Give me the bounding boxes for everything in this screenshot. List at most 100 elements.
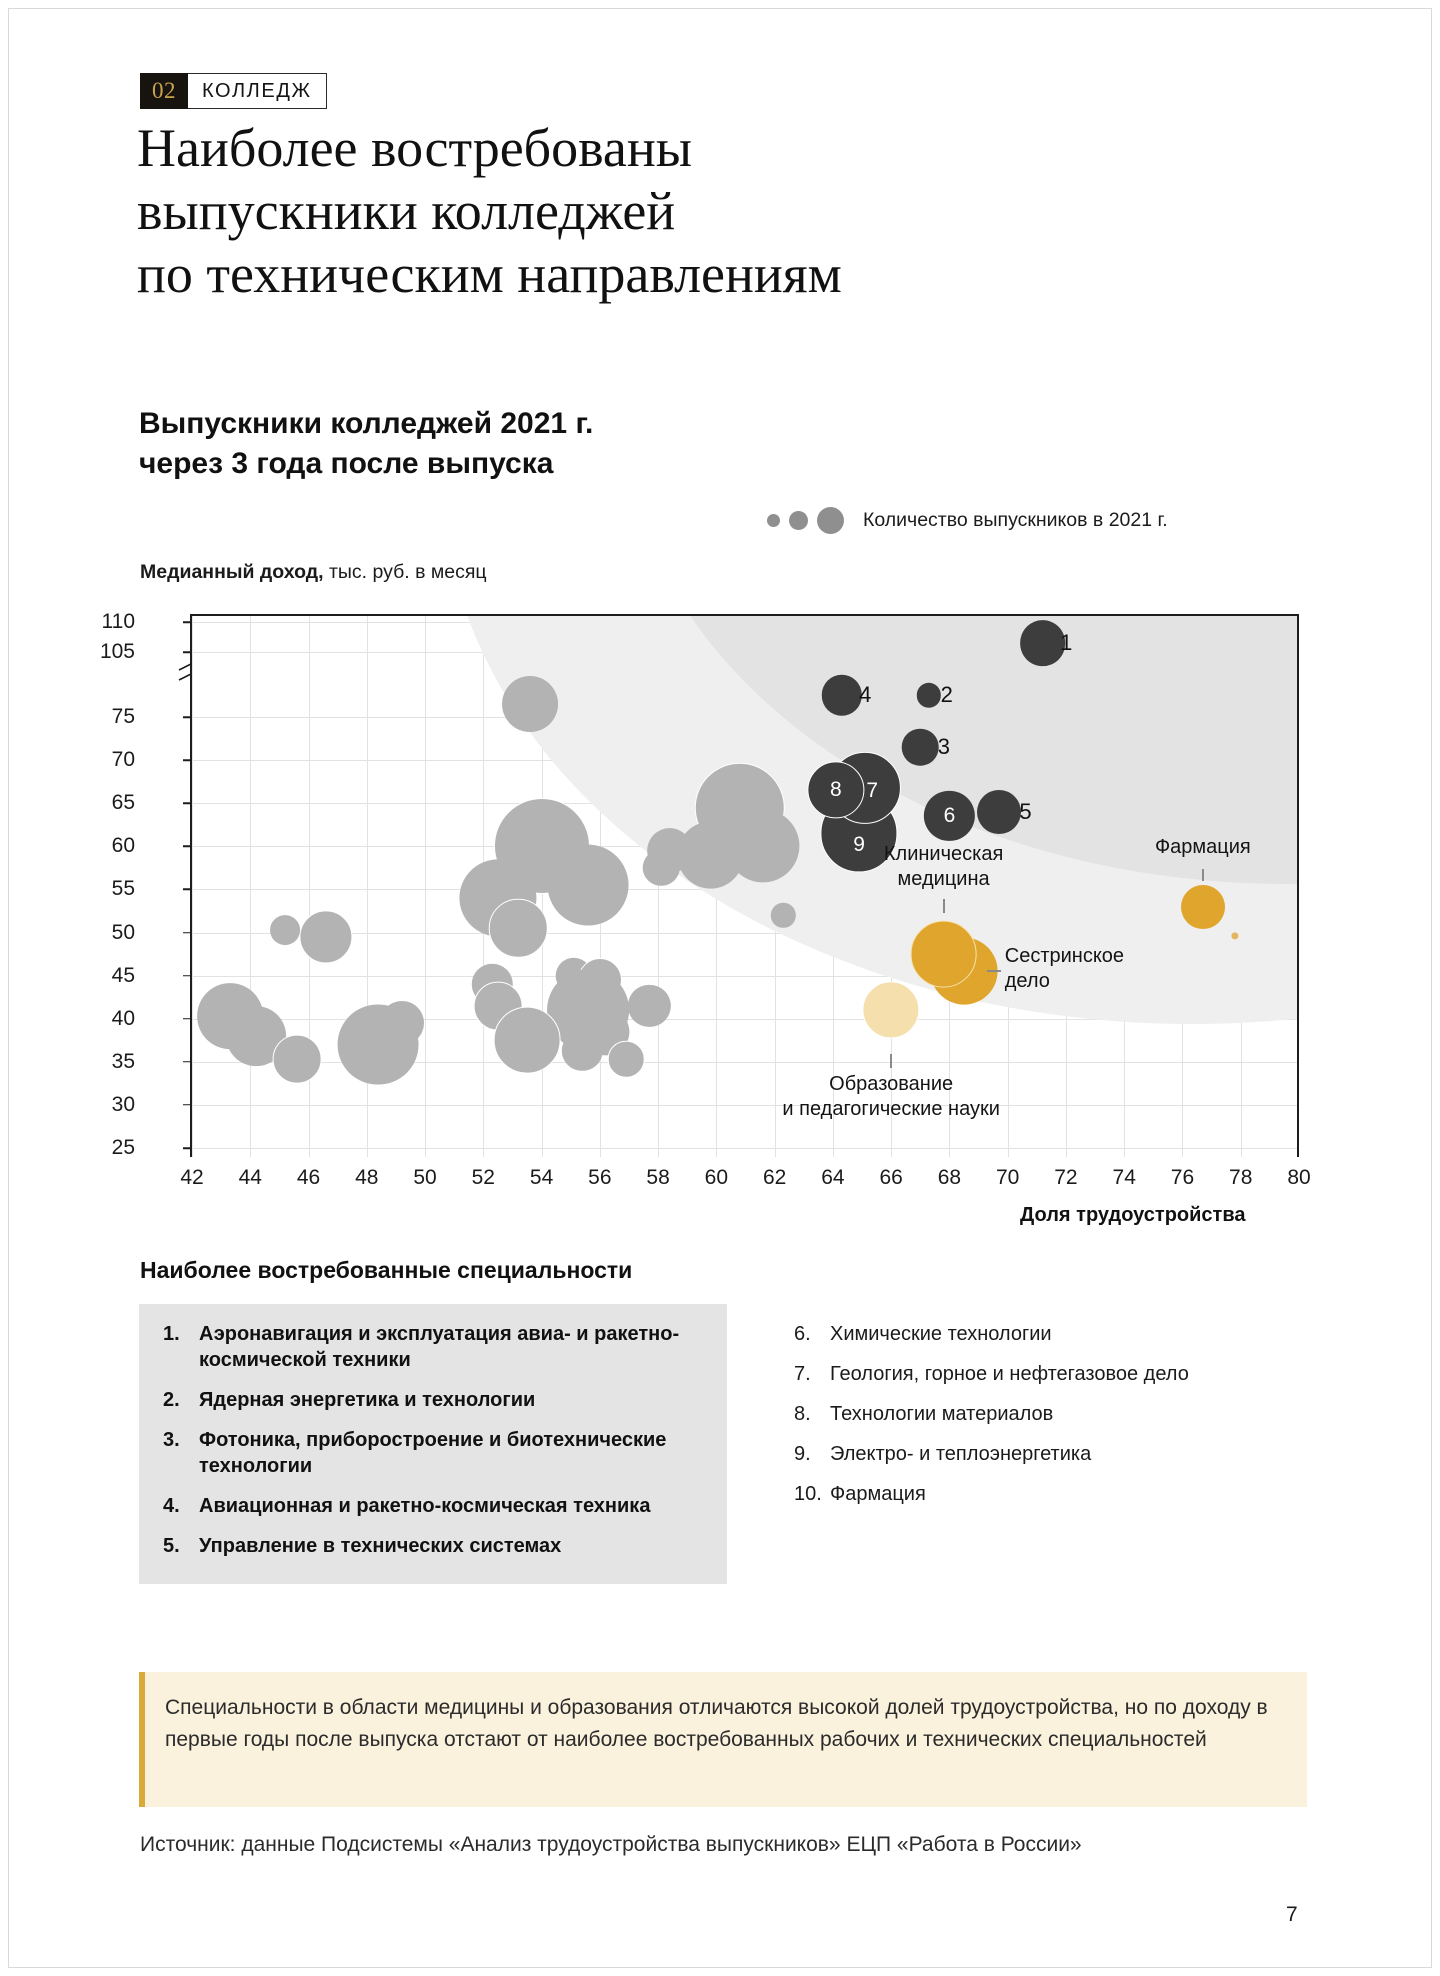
page-title-line-2: выпускники колледжей xyxy=(137,181,676,242)
callout-box xyxy=(139,1672,1307,1807)
y-tick-label: 25 xyxy=(111,1136,135,1159)
specialty-right-item: 10. Фармация xyxy=(794,1481,1354,1507)
specialty-right-item-label: Технологии материалов xyxy=(830,1403,1054,1425)
y-tick-mark xyxy=(183,1017,191,1020)
y-tick-label: 40 xyxy=(111,1006,135,1030)
y-tick-mark xyxy=(183,888,191,891)
y-tick-mark xyxy=(183,845,191,848)
y-tick-mark xyxy=(183,974,191,977)
specialty-left-item: 3. Фотоника, приборостроение и биотехниче… xyxy=(163,1427,703,1479)
bubble-number-1: 1 xyxy=(1060,630,1073,655)
gridline-horizontal xyxy=(192,1104,1299,1106)
page-title-line-3: по техническим направлениям xyxy=(137,244,842,305)
legend-label: Количество выпускников в 2021 г. xyxy=(863,509,1168,531)
y-axis-title-bold: Медианный доход, xyxy=(140,561,324,583)
label-nursing-line-1: Сестринское xyxy=(1004,945,1125,968)
leader-education xyxy=(890,1054,893,1069)
bubble-number-5: 5 xyxy=(1019,798,1032,824)
specialty-left-item-label: Авиационная и ракетно-космическая техник… xyxy=(199,1495,651,1517)
x-tick-label: 46 xyxy=(296,1166,321,1189)
y-tick-mark xyxy=(183,1147,191,1149)
bubble-other xyxy=(771,903,796,928)
bubble-other xyxy=(493,1006,561,1074)
leader-nursing xyxy=(987,970,1002,973)
page-title-line-1: Наиболее востребованы xyxy=(137,118,693,178)
callout-text: Специальности в области медицины и образ… xyxy=(165,1696,1268,1751)
y-tick-label: 60 xyxy=(111,834,135,858)
x-tick-label: 48 xyxy=(355,1166,379,1189)
gridline-vertical xyxy=(308,614,310,1157)
plot-top-border xyxy=(192,614,1299,616)
y-axis-title: Медианный доход, тыс. руб. в месяц xyxy=(140,561,487,584)
y-tick-mark xyxy=(183,621,191,623)
y-tick-mark xyxy=(183,931,191,934)
bubble-specialty-8 xyxy=(807,761,865,819)
chart-heading: Выпускники колледжей 2021 г. через 3 год… xyxy=(139,404,839,483)
bubble-other xyxy=(562,1030,603,1071)
x-tick-label: 68 xyxy=(937,1166,962,1189)
specialty-right-item: 9. Электро- и теплоэнергетика xyxy=(794,1441,1354,1467)
bubble-specialty-3 xyxy=(901,728,939,766)
x-tick-label: 70 xyxy=(995,1166,1020,1189)
bubble-other xyxy=(628,984,671,1027)
specialty-right-item-label: Химические технологии xyxy=(830,1323,1052,1345)
y-tick-mark xyxy=(183,1104,191,1106)
specialty-right-item: 6. Химические технологии xyxy=(794,1321,1354,1347)
bubble-specialty-2 xyxy=(916,683,942,708)
bubble-clinical-medicine xyxy=(910,920,977,988)
y-tick-label: 105 xyxy=(99,640,135,663)
bubble-other xyxy=(299,910,353,964)
specialty-left-item-label: Фотоника, приборостроение и биотехническ… xyxy=(199,1429,667,1477)
bubble-other xyxy=(272,1034,322,1084)
bubble-other xyxy=(547,844,629,926)
y-tick-label: 75 xyxy=(111,705,135,728)
bubble-chart-plot: 8 7 9 6 1 2 3 4 5 Клиническая медицина Фармация Сест… xyxy=(192,614,1299,1157)
x-tick-label: 64 xyxy=(821,1166,845,1189)
specialty-left-item-label: Ядерная энергетика и технологии xyxy=(199,1389,536,1411)
specialty-right-item-label: Фармация xyxy=(830,1483,926,1505)
x-tick-label: 62 xyxy=(762,1166,787,1189)
bubble-other xyxy=(379,1001,424,1045)
chart-heading-line-1: Выпускники колледжей 2021 г. xyxy=(139,407,594,440)
legend-bubble-medium xyxy=(789,511,808,530)
gridline-horizontal xyxy=(192,932,1299,934)
bubble-number-3: 3 xyxy=(937,734,951,760)
bubble-pharmacy-small xyxy=(1231,932,1239,940)
gridline-horizontal xyxy=(192,1148,1299,1149)
specialty-left-item: 1. Аэронавигация и эксплуатация авиа- и р… xyxy=(163,1321,703,1373)
gridline-horizontal xyxy=(192,1061,1299,1063)
x-tick-label: 52 xyxy=(471,1166,495,1189)
page-title: Наиболее востребованы выпускники колледж… xyxy=(137,117,1237,307)
leader-clinical-medicine xyxy=(942,899,945,914)
x-tick-label: 42 xyxy=(180,1166,204,1189)
y-tick-label: 50 xyxy=(111,920,135,944)
label-pharmacy-line-1: Фармация xyxy=(1154,835,1251,858)
label-nursing-line-2: дело xyxy=(1004,970,1050,993)
bubble-other xyxy=(501,676,558,733)
y-tick-mark xyxy=(183,716,191,718)
specialty-right-item-number: 6. xyxy=(794,1323,811,1345)
specialties-heading: Наиболее востребованные специальности xyxy=(140,1257,633,1283)
plot-right-border xyxy=(1297,614,1299,1157)
specialty-left-item-number: 4. xyxy=(163,1495,180,1517)
specialty-right-item-number: 8. xyxy=(794,1403,811,1425)
gridline-vertical xyxy=(366,614,368,1157)
specialty-left-item-number: 2. xyxy=(163,1389,180,1411)
bubble-pharmacy xyxy=(1180,884,1225,929)
specialty-left-item-label: Аэронавигация и эксплуатация авиа- и рак… xyxy=(199,1323,680,1371)
x-tick-label: 56 xyxy=(588,1166,612,1189)
bubble-other xyxy=(270,914,301,945)
bubble-specialty-6 xyxy=(924,790,975,842)
bubble-size-legend: Количество выпускников в 2021 г. xyxy=(767,507,1168,534)
specialty-right-item: 8. Технологии материалов xyxy=(794,1401,1354,1427)
x-tick-label: 54 xyxy=(529,1166,554,1189)
x-tick-label: 50 xyxy=(413,1166,437,1189)
gridline-vertical xyxy=(250,614,252,1157)
x-tick-label: 74 xyxy=(1112,1166,1136,1189)
label-nursing: Сестринское дело xyxy=(1005,944,1205,994)
specialty-right-item-number: 10. xyxy=(794,1483,822,1505)
page-number: 7 xyxy=(1286,1903,1298,1926)
bubble-specialty-1 xyxy=(1019,620,1066,666)
x-tick-label: 72 xyxy=(1054,1166,1078,1189)
specialty-right-item-number: 9. xyxy=(794,1443,811,1465)
